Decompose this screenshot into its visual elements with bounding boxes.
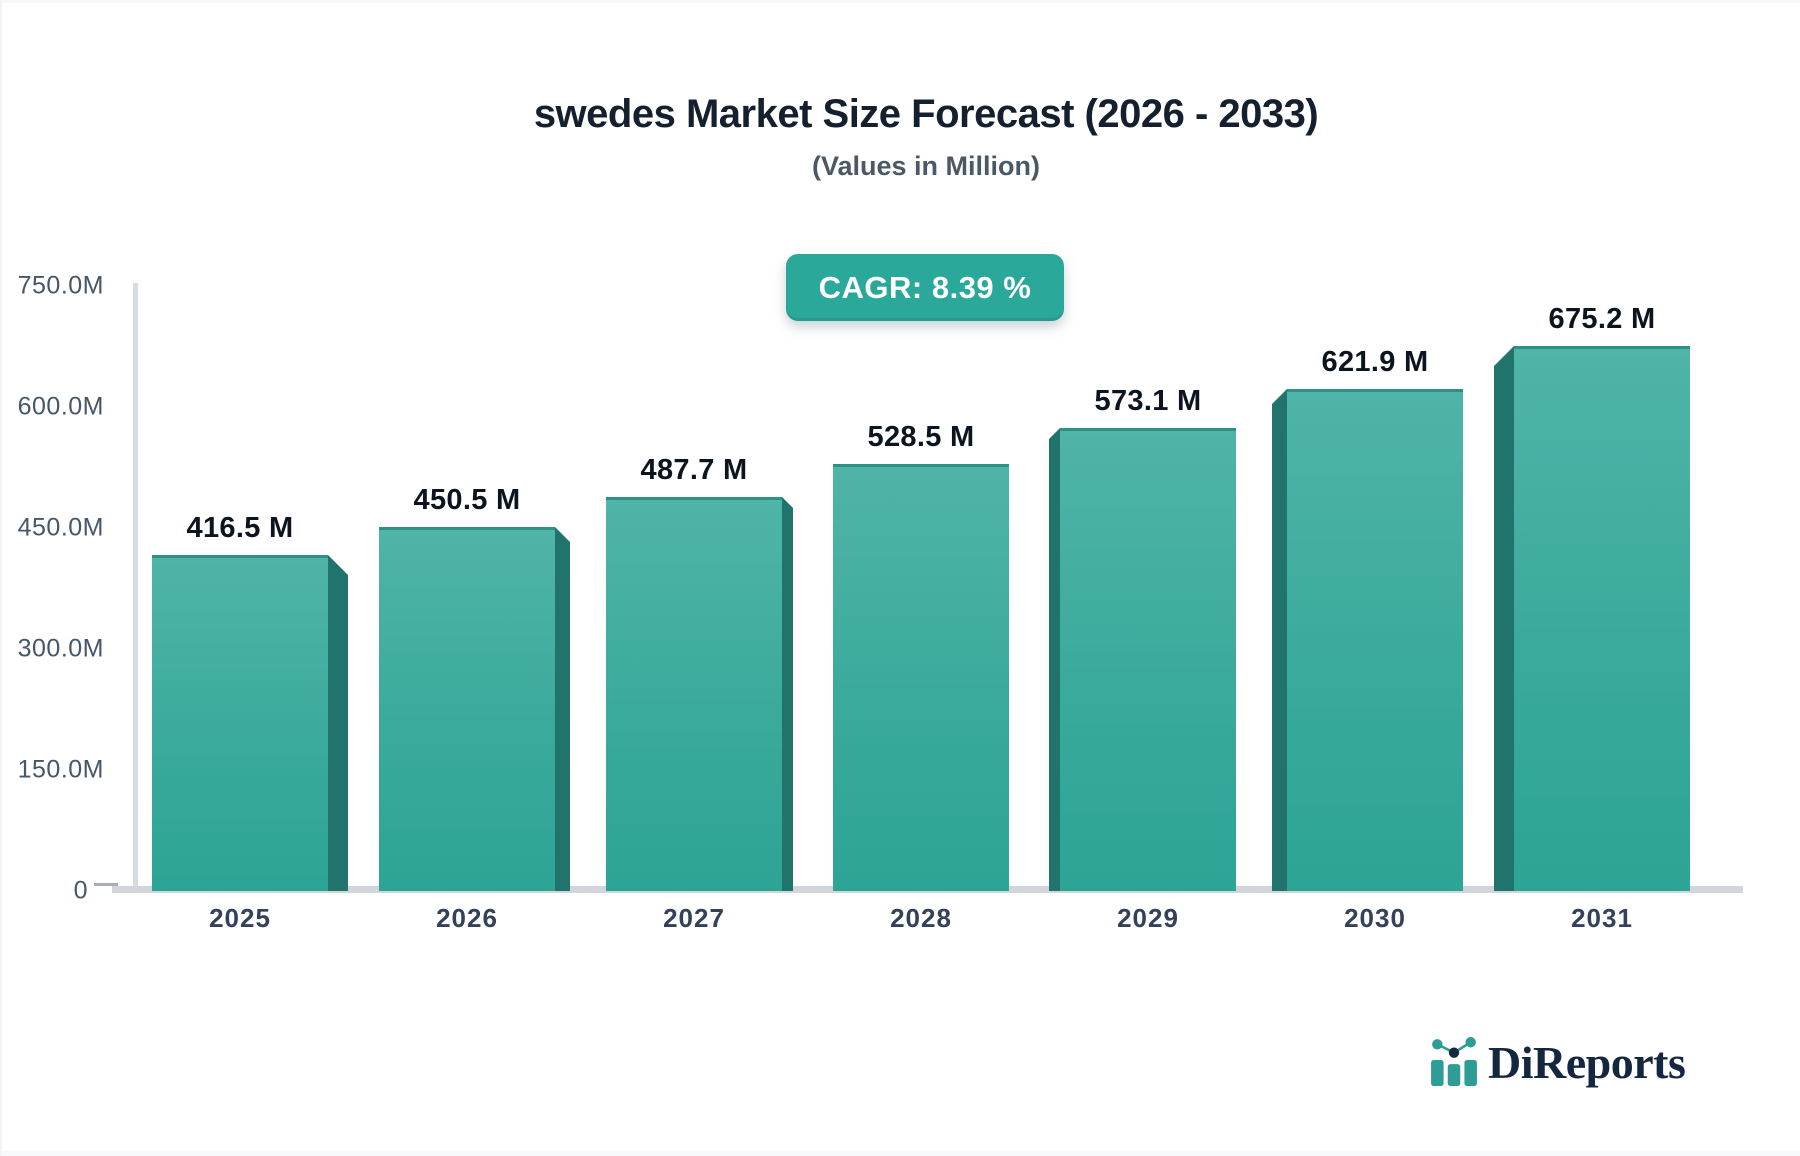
bar-2028[interactable] [833, 464, 1009, 891]
page-edge-left [0, 0, 2, 1156]
bar-2026[interactable] [379, 527, 555, 891]
x-tick-label: 2025 [209, 903, 271, 933]
brand-logo-text: DiReports [1488, 1037, 1686, 1088]
bar-value-label: 487.7 M [640, 454, 748, 486]
y-tick-label: 150.0M [17, 755, 104, 784]
bar-value-label: 573.1 M [1094, 385, 1202, 417]
x-tick-label: 2028 [890, 903, 952, 933]
bar-value-label: 528.5 M [867, 421, 975, 453]
bar-2030[interactable] [1287, 389, 1463, 891]
bar-3d-side [1494, 346, 1514, 891]
bar-2031[interactable] [1514, 346, 1690, 891]
bar-chart-logo-icon [1431, 1037, 1477, 1086]
page-edge-bottom [0, 1151, 1800, 1156]
bar-3d-side [555, 527, 570, 891]
y-tick-label: 300.0M [17, 634, 104, 663]
chart-header: swedes Market Size Forecast (2026 - 2033… [26, 92, 1800, 182]
bar-2029[interactable] [1060, 428, 1236, 891]
x-tick-label: 2031 [1571, 903, 1633, 933]
bar-3d-side [782, 497, 793, 891]
bar-value-label: 416.5 M [186, 512, 294, 544]
bar-3d-side [1049, 428, 1060, 891]
x-tick-label: 2029 [1117, 903, 1179, 933]
bar-2025[interactable] [152, 555, 328, 891]
page-edge-top [0, 0, 1800, 3]
x-tick-label: 2030 [1344, 903, 1406, 933]
x-tick-label: 2026 [436, 903, 498, 933]
plot-area: 416.5 M 450.5 M 487.7 M 528.5 M 573.1 M 621.9… [0, 283, 1800, 891]
y-tick-label: 600.0M [17, 392, 104, 421]
brand-logo: DiReports [1430, 1036, 1686, 1088]
cagr-badge: CAGR: 8.39 % [786, 254, 1064, 321]
bar-3d-side [1272, 389, 1287, 891]
bar-value-label: 621.9 M [1321, 346, 1429, 378]
bar-value-label: 675.2 M [1548, 303, 1656, 335]
chart-title: swedes Market Size Forecast (2026 - 2033… [533, 92, 1319, 136]
cagr-badge-label: CAGR: 8.39 % [818, 269, 1032, 305]
bar-value-label: 450.5 M [413, 484, 521, 516]
y-tick-label: 750.0M [17, 271, 104, 300]
chart-subtitle: (Values in Million) [811, 151, 1041, 181]
zero-tick-mark [94, 883, 118, 886]
bar-2027[interactable] [606, 497, 782, 891]
y-tick-label: 0 [73, 876, 88, 905]
bar-3d-side [328, 555, 348, 891]
x-tick-label: 2027 [663, 903, 725, 933]
y-tick-label: 450.0M [17, 513, 104, 542]
y-axis-line [133, 283, 138, 893]
